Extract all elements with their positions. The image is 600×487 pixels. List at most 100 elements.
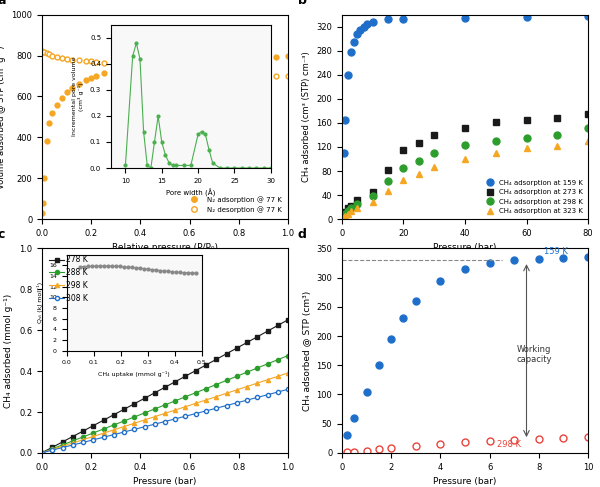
278 K — [182, 373, 189, 379]
278 K — [284, 317, 292, 323]
298 K — [202, 397, 209, 403]
278 K — [212, 356, 220, 362]
CH₄ adsorption at 273 K — [492, 119, 499, 125]
CH₄ adsorption at 273 K — [523, 117, 530, 123]
Text: 159 K: 159 K — [544, 247, 568, 256]
288 K — [131, 414, 138, 420]
278 K — [141, 395, 148, 401]
308 K — [212, 405, 220, 411]
CH₄ adsorption at 323 K — [369, 199, 376, 205]
278 K — [264, 328, 271, 334]
288 K — [69, 438, 76, 444]
298 K — [161, 411, 169, 416]
308 K — [131, 427, 138, 432]
CH₄ adsorption at 323 K — [431, 164, 438, 170]
298 K — [182, 404, 189, 410]
298 K — [212, 393, 220, 399]
CH₄ adsorption at 298 K — [492, 138, 499, 144]
308 K — [202, 408, 209, 414]
CH₄ adsorption at 298 K — [415, 158, 422, 164]
Line: CH₄ adsorption at 159 K: CH₄ adsorption at 159 K — [340, 13, 592, 156]
308 K — [182, 413, 189, 419]
288 K — [79, 434, 86, 440]
288 K — [172, 398, 179, 404]
CH₄ adsorption at 323 K — [554, 143, 561, 149]
298 K — [121, 424, 128, 430]
278 K — [59, 439, 66, 445]
288 K — [192, 390, 199, 395]
CH₄ adsorption at 298 K — [344, 208, 352, 214]
Text: c: c — [0, 228, 5, 241]
298 K — [79, 437, 86, 443]
308 K — [49, 447, 56, 453]
308 K — [121, 429, 128, 435]
288 K — [151, 406, 158, 412]
CH₄ adsorption at 298 K — [341, 211, 349, 217]
Text: 298 K: 298 K — [497, 440, 521, 449]
288 K — [100, 426, 107, 432]
CH₄ adsorption at 159 K — [400, 16, 407, 22]
288 K — [49, 446, 56, 452]
Line: CH₄ adsorption at 323 K: CH₄ adsorption at 323 K — [340, 137, 592, 221]
298 K — [59, 443, 66, 449]
308 K — [89, 437, 97, 443]
CH₄ adsorption at 159 K — [369, 19, 376, 25]
288 K — [141, 410, 148, 416]
CH₄ adsorption at 159 K — [385, 17, 392, 22]
278 K — [233, 345, 241, 351]
298 K — [244, 384, 251, 390]
CH₄ adsorption at 323 K — [340, 214, 347, 220]
X-axis label: Pressure (bar): Pressure (bar) — [133, 477, 197, 486]
CH₄ adsorption at 323 K — [341, 213, 349, 219]
CH₄ adsorption at 159 K — [357, 27, 364, 33]
CH₄ adsorption at 273 K — [341, 209, 349, 215]
298 K — [274, 374, 281, 379]
278 K — [49, 445, 56, 450]
278 K — [100, 417, 107, 423]
278 K — [254, 334, 261, 340]
308 K — [100, 434, 107, 440]
CH₄ adsorption at 298 K — [347, 206, 355, 211]
Line: 278 K: 278 K — [40, 318, 290, 455]
CH₄ adsorption at 273 K — [584, 111, 592, 117]
Legend: N₂ adsorption @ 77 K, N₂ desorption @ 77 K: N₂ adsorption @ 77 K, N₂ desorption @ 77… — [185, 193, 284, 216]
CH₄ adsorption at 159 K — [523, 14, 530, 20]
288 K — [202, 386, 209, 392]
288 K — [264, 361, 271, 367]
278 K — [274, 322, 281, 328]
278 K — [223, 351, 230, 356]
CH₄ adsorption at 323 K — [347, 208, 355, 214]
CH₄ adsorption at 298 K — [340, 213, 347, 219]
278 K — [172, 379, 179, 385]
CH₄ adsorption at 323 K — [385, 188, 392, 194]
298 K — [192, 400, 199, 406]
Text: b: b — [298, 0, 307, 7]
CH₄ adsorption at 298 K — [385, 178, 392, 184]
288 K — [244, 369, 251, 375]
288 K — [284, 353, 292, 358]
CH₄ adsorption at 273 K — [347, 203, 355, 209]
X-axis label: Relative pressure (P/P₀): Relative pressure (P/P₀) — [112, 244, 218, 252]
X-axis label: Pressure (bar): Pressure (bar) — [433, 244, 497, 252]
308 K — [79, 439, 86, 445]
298 K — [110, 427, 118, 433]
CH₄ adsorption at 159 K — [344, 72, 352, 78]
308 K — [59, 445, 66, 450]
278 K — [121, 406, 128, 412]
Y-axis label: CH₄ adsorbed (cm³ (STP) cm⁻³): CH₄ adsorbed (cm³ (STP) cm⁻³) — [302, 52, 311, 182]
Line: 308 K: 308 K — [40, 387, 290, 455]
298 K — [49, 447, 56, 452]
CH₄ adsorption at 159 K — [340, 150, 347, 156]
CH₄ adsorption at 323 K — [415, 171, 422, 177]
298 K — [141, 417, 148, 423]
298 K — [264, 377, 271, 383]
298 K — [233, 387, 241, 393]
Legend: 278 K, 288 K, 298 K, 308 K: 278 K, 288 K, 298 K, 308 K — [46, 252, 91, 306]
278 K — [161, 384, 169, 390]
Y-axis label: Volume adsorbed @ STP (cm³ g⁻¹): Volume adsorbed @ STP (cm³ g⁻¹) — [0, 45, 6, 188]
288 K — [59, 442, 66, 448]
288 K — [161, 402, 169, 408]
CH₄ adsorption at 159 K — [363, 21, 370, 27]
Y-axis label: CH₄ adsorbed (mmol g⁻¹): CH₄ adsorbed (mmol g⁻¹) — [4, 294, 13, 408]
CH₄ adsorption at 159 K — [347, 49, 355, 55]
